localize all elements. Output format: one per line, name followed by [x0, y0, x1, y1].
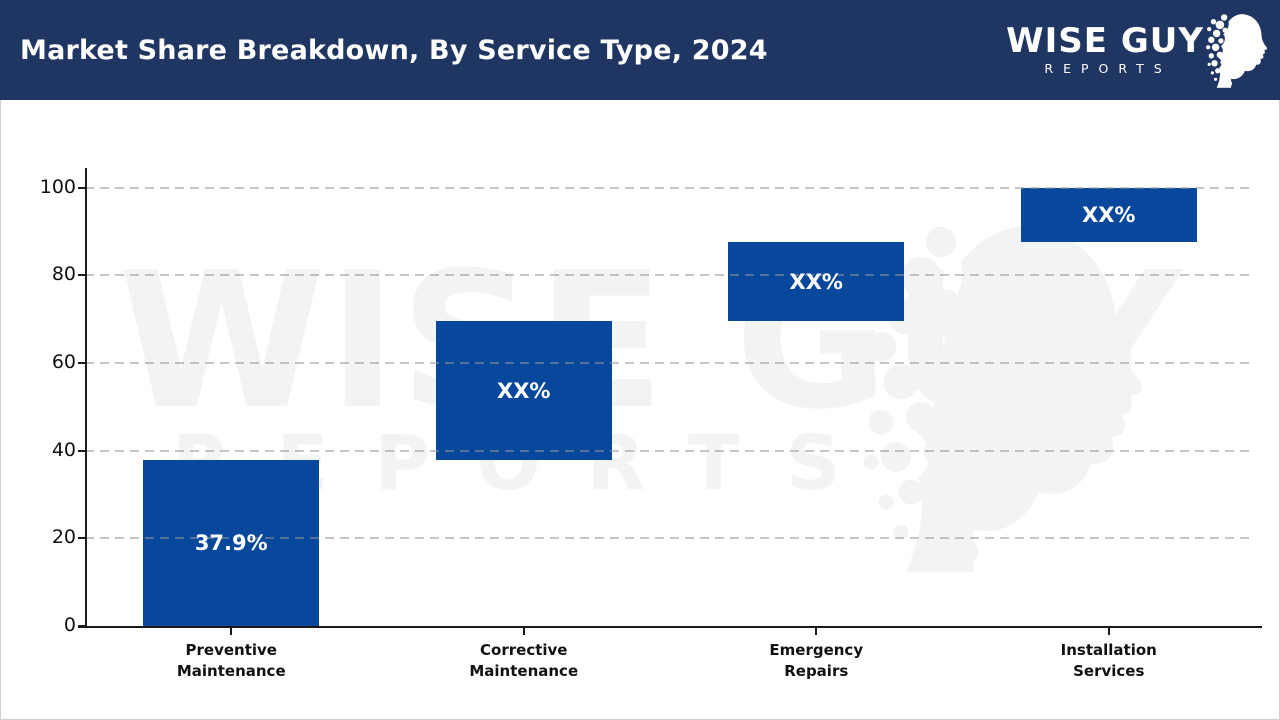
wise-guy-logo: WISE GUY REPORTS — [1006, 6, 1270, 94]
x-tick-mark — [230, 628, 233, 635]
y-tick-mark — [78, 361, 85, 364]
plot: 0 20 40 60 80 100 37.9% Preventive Maintenance X… — [0, 100, 1280, 720]
x-tick-mark — [522, 628, 525, 635]
y-gridline — [85, 186, 1255, 189]
bar — [435, 321, 612, 460]
bar-value-label: XX% — [789, 269, 843, 294]
x-axis-line — [78, 626, 1262, 628]
bar-value-label: 37.9% — [194, 530, 268, 555]
y-tick-label: 40 — [51, 438, 76, 461]
header: Market Share Breakdown, By Service Type,… — [0, 0, 1280, 100]
x-category-label: Emergency Repairs — [769, 641, 864, 680]
wise-guy-head-icon — [1206, 13, 1270, 88]
logo-text: WISE GUY REPORTS — [1006, 21, 1204, 76]
logo-brand-text: WISE GUY — [1006, 21, 1204, 62]
x-tick-mark — [1107, 628, 1110, 635]
y-tick-mark — [78, 186, 85, 189]
y-tick-label: 0 — [63, 614, 76, 636]
bar-value-label: XX% — [497, 378, 551, 403]
chart-title: Market Share Breakdown, By Service Type,… — [20, 34, 768, 66]
chart-area: WISE GUY REPORTS 0 20 40 60 80 100 37.9% Preven… — [0, 100, 1280, 720]
y-tick-label: 60 — [51, 350, 76, 373]
y-tick-mark — [78, 449, 85, 452]
y-tick-mark — [78, 537, 85, 540]
y-tick-label: 100 — [39, 175, 76, 198]
y-tick-label: 20 — [51, 526, 76, 549]
x-category-label: Corrective Maintenance — [469, 641, 579, 680]
y-gridline — [85, 449, 1255, 452]
logo-sub-text: REPORTS — [1044, 60, 1172, 76]
y-tick-label: 80 — [51, 263, 76, 286]
y-tick-mark — [78, 274, 85, 277]
x-category-label: Preventive Maintenance — [176, 641, 286, 680]
x-category-label: Installation Services — [1060, 641, 1157, 680]
y-gridline — [85, 537, 1255, 540]
bar — [143, 459, 320, 626]
y-gridline — [85, 274, 1255, 277]
x-tick-mark — [815, 628, 818, 635]
bar-value-label: XX% — [1082, 202, 1136, 227]
y-gridline — [85, 361, 1255, 364]
y-axis-line — [85, 168, 87, 628]
